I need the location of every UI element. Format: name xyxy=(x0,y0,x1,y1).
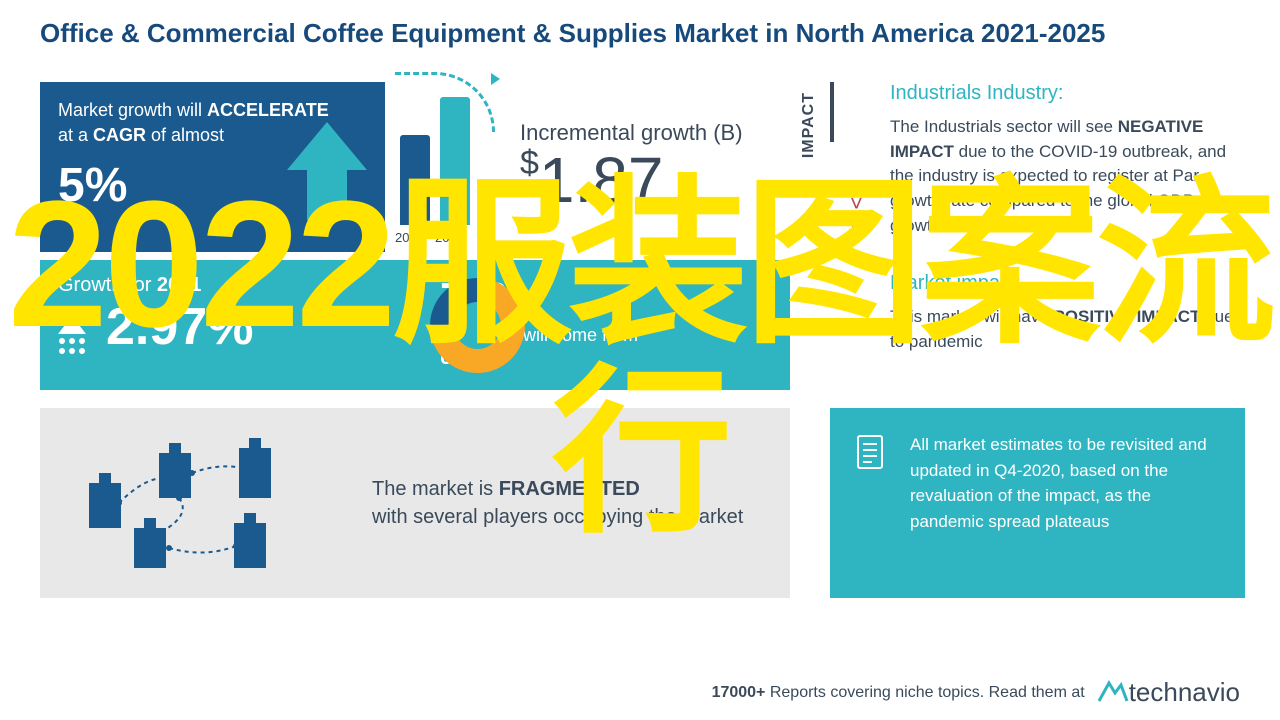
bar-2025: 2025 xyxy=(440,97,470,225)
page-title: Office & Commercial Coffee Equipment & S… xyxy=(40,18,1105,49)
cagr-pre: Market growth will xyxy=(58,100,207,120)
incremental-number: 1.87 xyxy=(539,144,664,216)
bar-label-2025: 2025 xyxy=(435,230,464,245)
market-heading: Market impact: xyxy=(890,272,1250,295)
donut-chart xyxy=(430,278,525,373)
growth-label: Growth for 2021 xyxy=(58,274,322,297)
technavio-logo: technavio xyxy=(1095,677,1240,708)
impact-label: IMPACT xyxy=(800,92,818,158)
frag-pre: The market is xyxy=(372,478,499,500)
footer-rest: Reports covering niche topics. Read them… xyxy=(765,684,1084,701)
growth-value: 2.97% xyxy=(106,297,322,357)
growth-2021-block: Growth for 2021 2.97% xyxy=(40,260,340,390)
teal-panel: Growth for 2021 2.97% 71% Of growth will… xyxy=(40,260,790,390)
frag-bold: FRAGMENTED xyxy=(499,478,640,500)
estimates-note: All market estimates to be revisited and… xyxy=(830,408,1245,598)
fragmented-panel: The market is FRAGMENTED with several pl… xyxy=(40,408,790,598)
bar-2020: 2020 xyxy=(400,135,430,225)
market-text: This market will have POSITIVE IMPACT du… xyxy=(890,305,1250,354)
note-text: All market estimates to be revisited and… xyxy=(910,432,1223,574)
impact-bar-icon xyxy=(830,82,834,142)
incremental-growth: Incremental growth (B) $1.87 xyxy=(520,120,743,212)
mkt-bold: POSITIVE IMPACT xyxy=(1053,307,1200,326)
dotted-arrow-icon xyxy=(58,316,86,354)
market-impact-block: Market impact: This market will have POS… xyxy=(890,272,1260,354)
incremental-value: $1.87 xyxy=(520,146,743,212)
bar-label-2020: 2020 xyxy=(395,230,424,245)
brand-text: technavio xyxy=(1129,677,1240,707)
cagr-cagr: CAGR xyxy=(93,125,146,145)
industry-heading: Industrials Industry: xyxy=(890,82,1250,105)
growth-label-pre: Growth for xyxy=(58,274,151,296)
bars-chart: 2020 2025 xyxy=(400,85,490,225)
chevron-down-icon: ˅˅˅ xyxy=(850,197,863,237)
frag-post: with several players occupying the marke… xyxy=(372,506,743,528)
currency-symbol: $ xyxy=(520,144,539,182)
fragmented-text: The market is FRAGMENTED with several pl… xyxy=(372,475,766,531)
industry-impact-block: Industrials Industry: The Industrials se… xyxy=(890,82,1260,238)
cagr-accelerate: ACCELERATE xyxy=(207,100,329,120)
incremental-label: Incremental growth (B) xyxy=(520,120,743,146)
document-icon xyxy=(852,432,892,472)
cagr-panel: Market growth will ACCELERATE at a CAGR … xyxy=(40,82,385,252)
cagr-post: of almost xyxy=(146,125,224,145)
ind-pre: The Industrials sector will see xyxy=(890,117,1118,136)
footer-count: 17000+ xyxy=(712,684,766,701)
cagr-mid: at a xyxy=(58,125,93,145)
footer: 17000+ Reports covering niche topics. Re… xyxy=(0,677,1280,708)
up-arrow-icon xyxy=(287,122,367,170)
us-share-block: 71% Of growth will come fromUS xyxy=(340,260,790,390)
buildings-icon xyxy=(64,428,344,578)
growth-year: 2021 xyxy=(157,274,202,296)
mkt-pre: This market will have xyxy=(890,307,1053,326)
industry-text: The Industrials sector will see NEGATIVE… xyxy=(890,115,1250,238)
footer-text: 17000+ Reports covering niche topics. Re… xyxy=(712,684,1085,702)
